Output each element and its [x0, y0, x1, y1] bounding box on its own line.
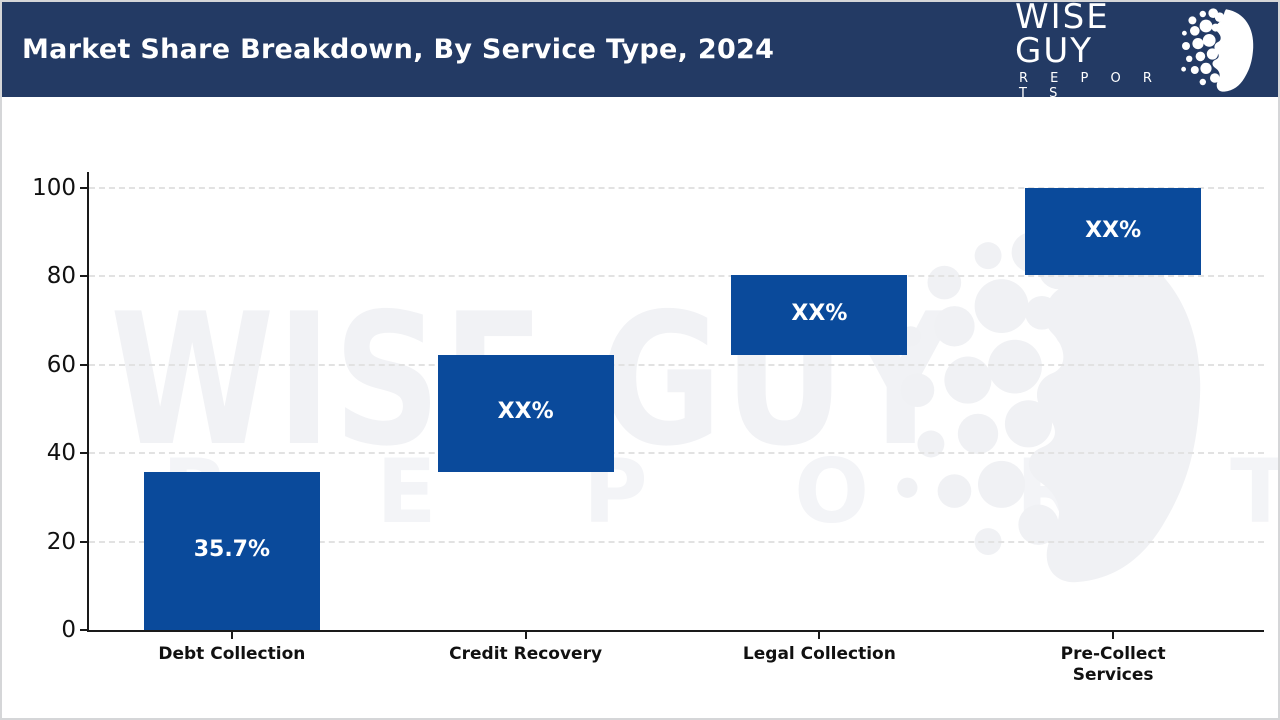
y-tick-20: [80, 540, 89, 543]
category-label: Debt Collection: [158, 644, 306, 664]
gridline-20: [89, 540, 1264, 543]
y-tick-label: 80: [46, 263, 76, 290]
bar-credit-recovery: [437, 354, 614, 473]
x-tick: [524, 630, 527, 639]
bar-value-label: XX%: [1085, 217, 1142, 243]
x-axis: [87, 630, 1264, 632]
bar-value-label: XX%: [791, 300, 848, 326]
wiseguy-logo-text: WISE GUY R E P O R T S: [1015, 0, 1190, 101]
gridline-60: [89, 363, 1264, 366]
y-tick-80: [80, 275, 89, 278]
y-axis: [87, 172, 89, 632]
wiseguy-logo: WISE GUY R E P O R T S: [1015, 2, 1260, 101]
waterfall-chart: 0 20 40 60 80 100 35.7% Debt Collection XX% Credi…: [2, 97, 1278, 718]
y-tick-label: 100: [32, 175, 76, 201]
logo-wordmark: WISE GUY: [1015, 0, 1110, 71]
category-label: Pre-Collect Services: [1060, 644, 1166, 686]
gridline-80: [89, 275, 1264, 278]
y-tick-label: 40: [46, 440, 76, 467]
y-tick-label: 0: [61, 617, 76, 643]
category-label: Credit Recovery: [449, 644, 603, 664]
gridline-40: [89, 452, 1264, 455]
bar-value-label: 35.7%: [193, 537, 271, 563]
page-title: Market Share Breakdown, By Service Type,…: [22, 34, 775, 65]
y-tick-60: [80, 363, 89, 366]
dotted-head-icon: [1181, 8, 1254, 92]
x-tick: [1112, 630, 1115, 639]
logo-subtitle: R E P O R T S: [1019, 70, 1161, 101]
y-tick-label: 20: [46, 528, 76, 555]
category-label: Legal Collection: [742, 644, 896, 664]
bar-pre-collect-services: [1025, 188, 1202, 276]
x-tick: [818, 630, 821, 639]
header-bar: Market Share Breakdown, By Service Type,…: [2, 2, 1278, 101]
y-tick-label: 60: [46, 351, 76, 378]
y-tick-40: [80, 452, 89, 455]
gridline-100: [89, 187, 1264, 189]
bar-debt-collection: [143, 472, 320, 630]
x-tick: [230, 630, 233, 639]
bar-legal-collection: [731, 275, 908, 355]
y-tick-0: [80, 629, 89, 631]
y-tick-100: [80, 187, 89, 189]
bar-value-label: XX%: [497, 399, 554, 425]
